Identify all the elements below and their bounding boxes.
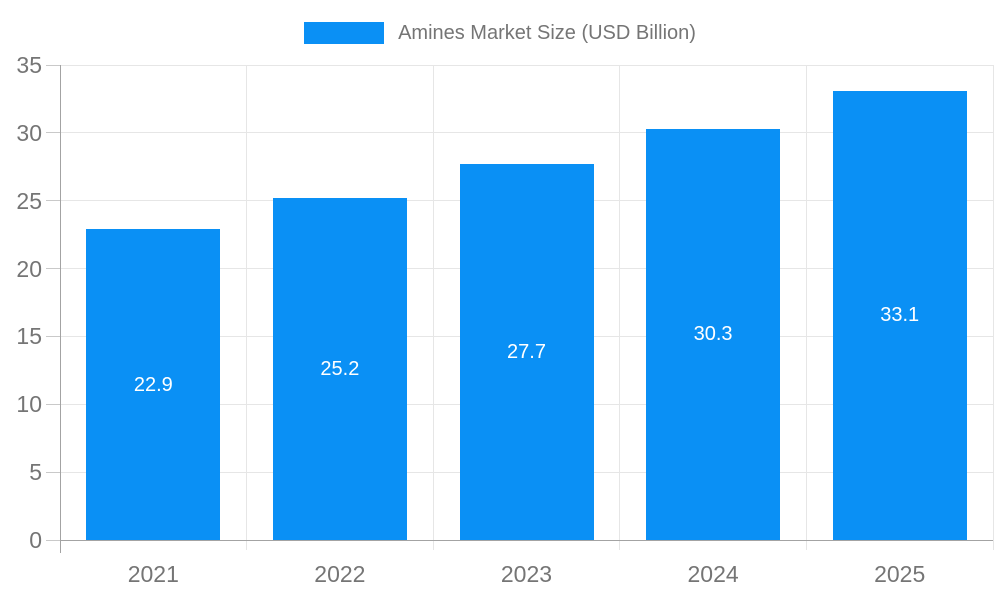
legend-label: Amines Market Size (USD Billion) xyxy=(398,21,696,44)
bar-value-label: 27.7 xyxy=(507,341,546,364)
y-tick xyxy=(46,64,60,66)
y-tick-label: 0 xyxy=(29,527,42,553)
bar-2021[interactable] xyxy=(86,229,221,540)
bar-value-label: 25.2 xyxy=(320,358,360,380)
y-tick xyxy=(46,539,60,541)
y-tick xyxy=(46,132,60,134)
bar-value-label: 22.9 xyxy=(133,373,173,396)
legend: Amines Market Size (USD Billion) xyxy=(0,20,1000,46)
bar-2023[interactable] xyxy=(459,164,594,540)
x-tick-label: 2022 xyxy=(314,561,366,587)
x-tick-label: 2024 xyxy=(687,561,739,587)
y-tick xyxy=(46,471,60,473)
legend-swatch xyxy=(304,22,385,44)
y-tick xyxy=(46,200,60,202)
gridline-vertical xyxy=(432,65,434,550)
y-tick-label: 15 xyxy=(16,323,42,350)
x-tick-label: 2023 xyxy=(500,561,553,587)
y-tick xyxy=(46,403,60,405)
gridline-vertical xyxy=(805,65,807,550)
bar-2024[interactable] xyxy=(646,128,781,540)
bar-2025[interactable] xyxy=(832,90,967,540)
y-tick-label: 20 xyxy=(16,255,42,282)
gridline-vertical xyxy=(246,65,248,550)
y-tick-label: 10 xyxy=(16,391,42,418)
y-tick-label: 5 xyxy=(29,459,42,486)
gridline-horizontal xyxy=(60,64,993,66)
y-tick xyxy=(46,268,60,270)
x-axis-line xyxy=(60,539,993,541)
y-tick xyxy=(46,335,60,337)
gridline-vertical xyxy=(992,65,994,550)
y-tick-label: 35 xyxy=(16,52,42,78)
gridline-horizontal xyxy=(60,132,993,134)
bar-value-label: 33.1 xyxy=(880,304,920,327)
bar-value-label: 30.3 xyxy=(693,323,733,346)
y-tick-label: 25 xyxy=(16,187,42,214)
gridline-vertical xyxy=(619,65,621,550)
x-tick-label: 2021 xyxy=(127,561,179,587)
x-tick-label: 2025 xyxy=(874,561,926,587)
y-tick-label: 30 xyxy=(16,119,42,146)
bar-2022[interactable] xyxy=(272,198,407,540)
y-axis-line xyxy=(59,65,61,553)
